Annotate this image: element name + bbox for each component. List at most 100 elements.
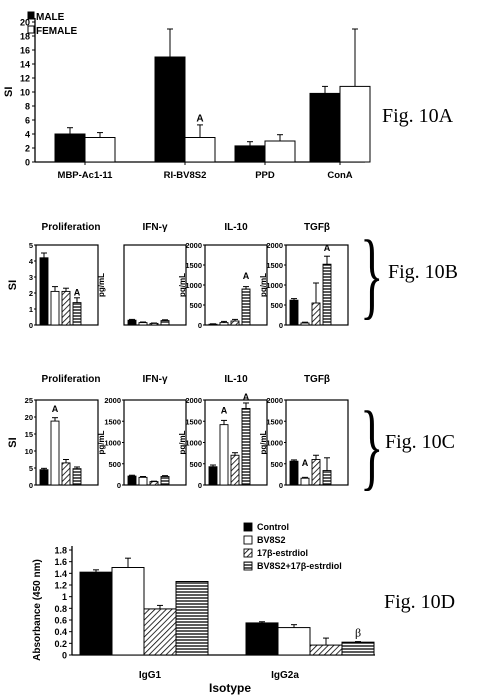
panel-c-bar: [61, 462, 71, 486]
panel-d-legend-label: Control: [257, 522, 289, 532]
panel-a-category-label: PPD: [255, 170, 275, 181]
panel-d-ytick-label: 0.8: [54, 604, 67, 614]
panel-c-bracket: }: [360, 391, 384, 500]
panel-d-ytick-label: 1.4: [54, 569, 67, 579]
panel-c-subplot-ylabel: pg/mL: [259, 430, 268, 454]
panel-b-ytick-label: 1500: [185, 261, 202, 270]
panel-a-ytick-label: 4: [25, 130, 30, 140]
panel-c-ytick-label: 0: [117, 481, 121, 490]
panel-b-ytick-label: 0: [198, 321, 202, 330]
panel-b-ytick-label: 0: [279, 321, 283, 330]
panel-b-bar: [322, 263, 332, 326]
panel-b-bar: [311, 302, 321, 326]
panel-c-ytick-label: 25: [25, 396, 33, 405]
panel-b-bar: [50, 290, 60, 326]
panel-c-annotation: A: [302, 458, 309, 468]
panel-c-ytick-label: 1500: [104, 417, 121, 426]
panel-d-ytick-label: 1: [62, 592, 67, 602]
panel-b-bar: [138, 322, 148, 326]
panel-b-ytick-label: 500: [189, 301, 202, 310]
panel-c-subplot-ylabel: pg/mL: [97, 430, 106, 454]
panel-b-bracket: }: [360, 220, 384, 329]
panel-c-bar: [160, 476, 170, 486]
panel-d-bar: [341, 641, 375, 656]
panel-b-bar: [72, 302, 82, 326]
panel-c-ytick-label: 500: [108, 460, 121, 469]
panel-a-bar: [154, 56, 186, 163]
panel-a-ytick-label: 2: [25, 144, 30, 154]
panel-a-bar: [54, 133, 86, 163]
panel-b-bar: [127, 319, 137, 326]
panel-c-ytick-label: 2000: [104, 396, 121, 405]
panel-a-ytick-label: 16: [20, 46, 30, 56]
panel-b-ytick-label: 1000: [266, 281, 283, 290]
panel-b-subplot-frame: [123, 244, 187, 326]
panel-c-ytick-label: 5: [29, 464, 33, 473]
panel-d-ytick-label: 0.6: [54, 616, 67, 626]
panel-d-legend-label: 17β-estrdiol: [257, 548, 308, 558]
panel-c-bar: [149, 481, 159, 486]
panel-a-legend-swatch-female: [27, 25, 35, 34]
panel-b-bar: [219, 322, 229, 326]
panel-b-ytick-label: 3: [29, 273, 33, 282]
panel-c-bar: [300, 477, 310, 486]
panel-a-legend-male: MALE: [36, 12, 65, 23]
panel-c-ytick-label: 20: [25, 413, 33, 422]
panel-b-ytick-label: 2000: [185, 241, 202, 250]
panel-d-category-label: IgG1: [139, 670, 162, 681]
panel-d-bar: [111, 567, 145, 656]
panel-a-ytick-label: 12: [20, 74, 30, 84]
panel-b-annotation: A: [74, 287, 81, 297]
panel-c-ytick-label: 1500: [266, 417, 283, 426]
panel-d-fig-label: Fig. 10D: [384, 591, 455, 613]
panel-c-fig-label: Fig. 10C: [385, 431, 455, 453]
panel-d-bar: [175, 581, 209, 656]
panel-b-annotation: A: [324, 243, 331, 253]
panel-d-legend-label: BV8S2+17β-estrdiol: [257, 561, 342, 571]
panel-d-legend-swatch: [243, 535, 253, 545]
panel-c-bar: [289, 460, 299, 486]
panel-d-ylabel: Absorbance (450 nm): [32, 559, 43, 661]
panel-a-category-label: MBP-Ac1-11: [58, 170, 114, 181]
panel-b-subplot-ylabel: pg/mL: [97, 273, 106, 297]
panel-c-ytick-label: 500: [270, 460, 283, 469]
panel-b-bar: [149, 322, 159, 326]
panel-c-ytick-label: 2000: [185, 396, 202, 405]
panel-c-subplot-ylabel: pg/mL: [178, 430, 187, 454]
panel-c-bar: [311, 459, 321, 486]
panel-a-bar: [234, 145, 266, 163]
panel-b-ytick-label: 500: [270, 301, 283, 310]
panel-a-bar: [184, 137, 216, 163]
panel-c-bar: [138, 476, 148, 486]
panel-b-ytick-label: 2000: [266, 241, 283, 250]
panel-c-ytick-label: 2000: [266, 396, 283, 405]
panel-b-subplot-frame: [204, 244, 268, 326]
panel-d-bar: [143, 608, 177, 656]
panel-b-ytick-label: 1500: [266, 261, 283, 270]
panel-d-legend-swatch: [243, 522, 253, 532]
panel-b-ytick-label: 4: [29, 257, 34, 266]
panel-c-subplot-ylabel: SI: [7, 437, 19, 447]
panel-a-legend-female: FEMALE: [36, 26, 77, 37]
panel-c-subplot-title: IL-10: [224, 374, 248, 385]
panel-d-legend-label: BV8S2: [257, 535, 286, 545]
panel-a-bar: [309, 92, 341, 163]
panel-b-ytick-label: 1000: [185, 281, 202, 290]
panel-a-bar: [84, 137, 116, 163]
panel-c-subplot-frame: [123, 399, 187, 486]
panel-c-bar: [219, 424, 229, 486]
panel-c-bar: [322, 470, 332, 486]
panel-b-ytick-label: 5: [29, 241, 33, 250]
panel-c-ytick-label: 10: [25, 447, 33, 456]
panel-a-category-label: RI-BV8S2: [164, 170, 207, 181]
panel-c-ytick-label: 15: [25, 430, 33, 439]
panel-b-ytick-label: 1: [29, 305, 33, 314]
panel-d-ytick-label: 0.2: [54, 639, 67, 649]
panel-a-ytick-label: 10: [20, 88, 30, 98]
panel-a-ytick-label: 18: [20, 32, 30, 42]
panel-b-subplot-title: Proliferation: [42, 222, 101, 233]
panel-c-annotation: A: [243, 392, 250, 402]
panel-b-bar: [160, 320, 170, 326]
panel-a-bar: [264, 140, 296, 163]
